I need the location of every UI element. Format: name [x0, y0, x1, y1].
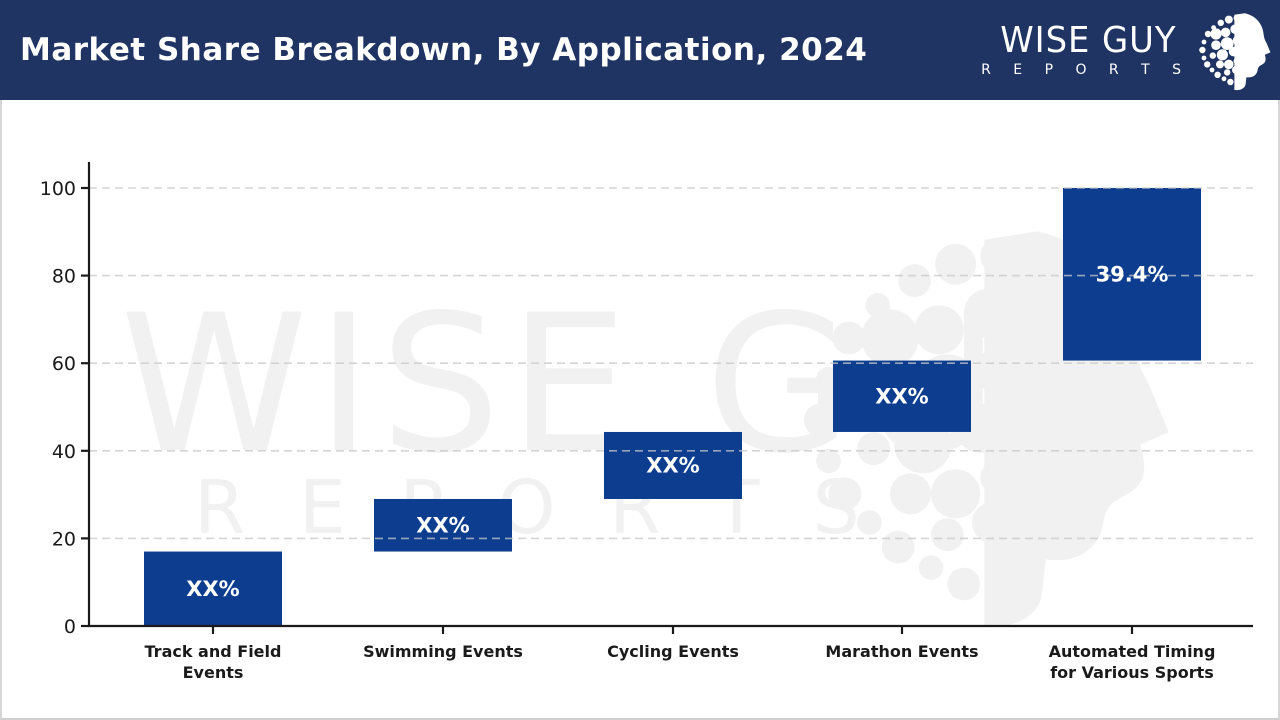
chart-area: WISE GUY R E P O R T S 0 20 40 60 80 100 Track a…	[0, 100, 1280, 720]
wiseguy-head-icon	[1199, 13, 1271, 91]
axes	[81, 162, 1253, 634]
bars-group	[144, 188, 1201, 626]
logo-subtext: R E P O R T S	[981, 62, 1190, 78]
gridlines	[89, 187, 1253, 540]
y-tick-label-100: 100	[40, 178, 76, 200]
y-tick-label-0: 0	[64, 616, 76, 638]
bar-automated-timing-for-various-sports	[1063, 188, 1201, 361]
y-tick-label-20: 20	[52, 528, 76, 550]
y-tick-label-40: 40	[52, 441, 76, 463]
bar-marathon-events	[833, 360, 971, 432]
page-title: Market Share Breakdown, By Application, …	[20, 32, 868, 68]
bar-value-label-2: XX%	[646, 453, 699, 477]
logo-wordmark: WISE GUY	[1000, 20, 1177, 61]
x-tick-label-0-line-1: Events	[183, 663, 244, 682]
bar-cycling-events	[604, 431, 742, 499]
bar-value-label-1: XX%	[416, 513, 469, 537]
x-tick-label-3-line-0: Marathon Events	[825, 642, 978, 661]
x-tick-label-4-line-1: for Various Sports	[1050, 663, 1214, 682]
bar-swimming-events	[374, 498, 512, 552]
x-tick-label-1-line-0: Swimming Events	[363, 642, 523, 661]
x-tick-label-2-line-0: Cycling Events	[607, 642, 739, 661]
x-tick-label-0-line-0: Track and Field	[145, 642, 282, 661]
bar-value-label-0: XX%	[186, 577, 239, 601]
wiseguy-logo: WISE GUY R E P O R T S	[975, 0, 1272, 100]
wiseguy-logo-text: WISE GUY R E P O R T S	[975, 20, 1190, 78]
bar-track-and-field-events	[144, 551, 282, 626]
y-tick-label-60: 60	[52, 353, 76, 375]
bar-value-label-4: 39.4%	[1096, 262, 1169, 286]
header-bar: Market Share Breakdown, By Application, …	[0, 0, 1280, 100]
y-tick-label-80: 80	[52, 266, 76, 288]
y-tick-labels: 0 20 40 60 80 100	[40, 178, 76, 638]
bar-value-label-3: XX%	[875, 384, 928, 408]
x-tick-label-4-line-0: Automated Timing	[1049, 642, 1216, 661]
watermark-subtext: R E P O R T S	[194, 465, 875, 551]
bar-value-labels: XX% XX% XX% XX% 39.4%	[186, 262, 1168, 600]
x-tick-labels: Track and Field Events Swimming Events Cycl…	[145, 642, 1216, 682]
